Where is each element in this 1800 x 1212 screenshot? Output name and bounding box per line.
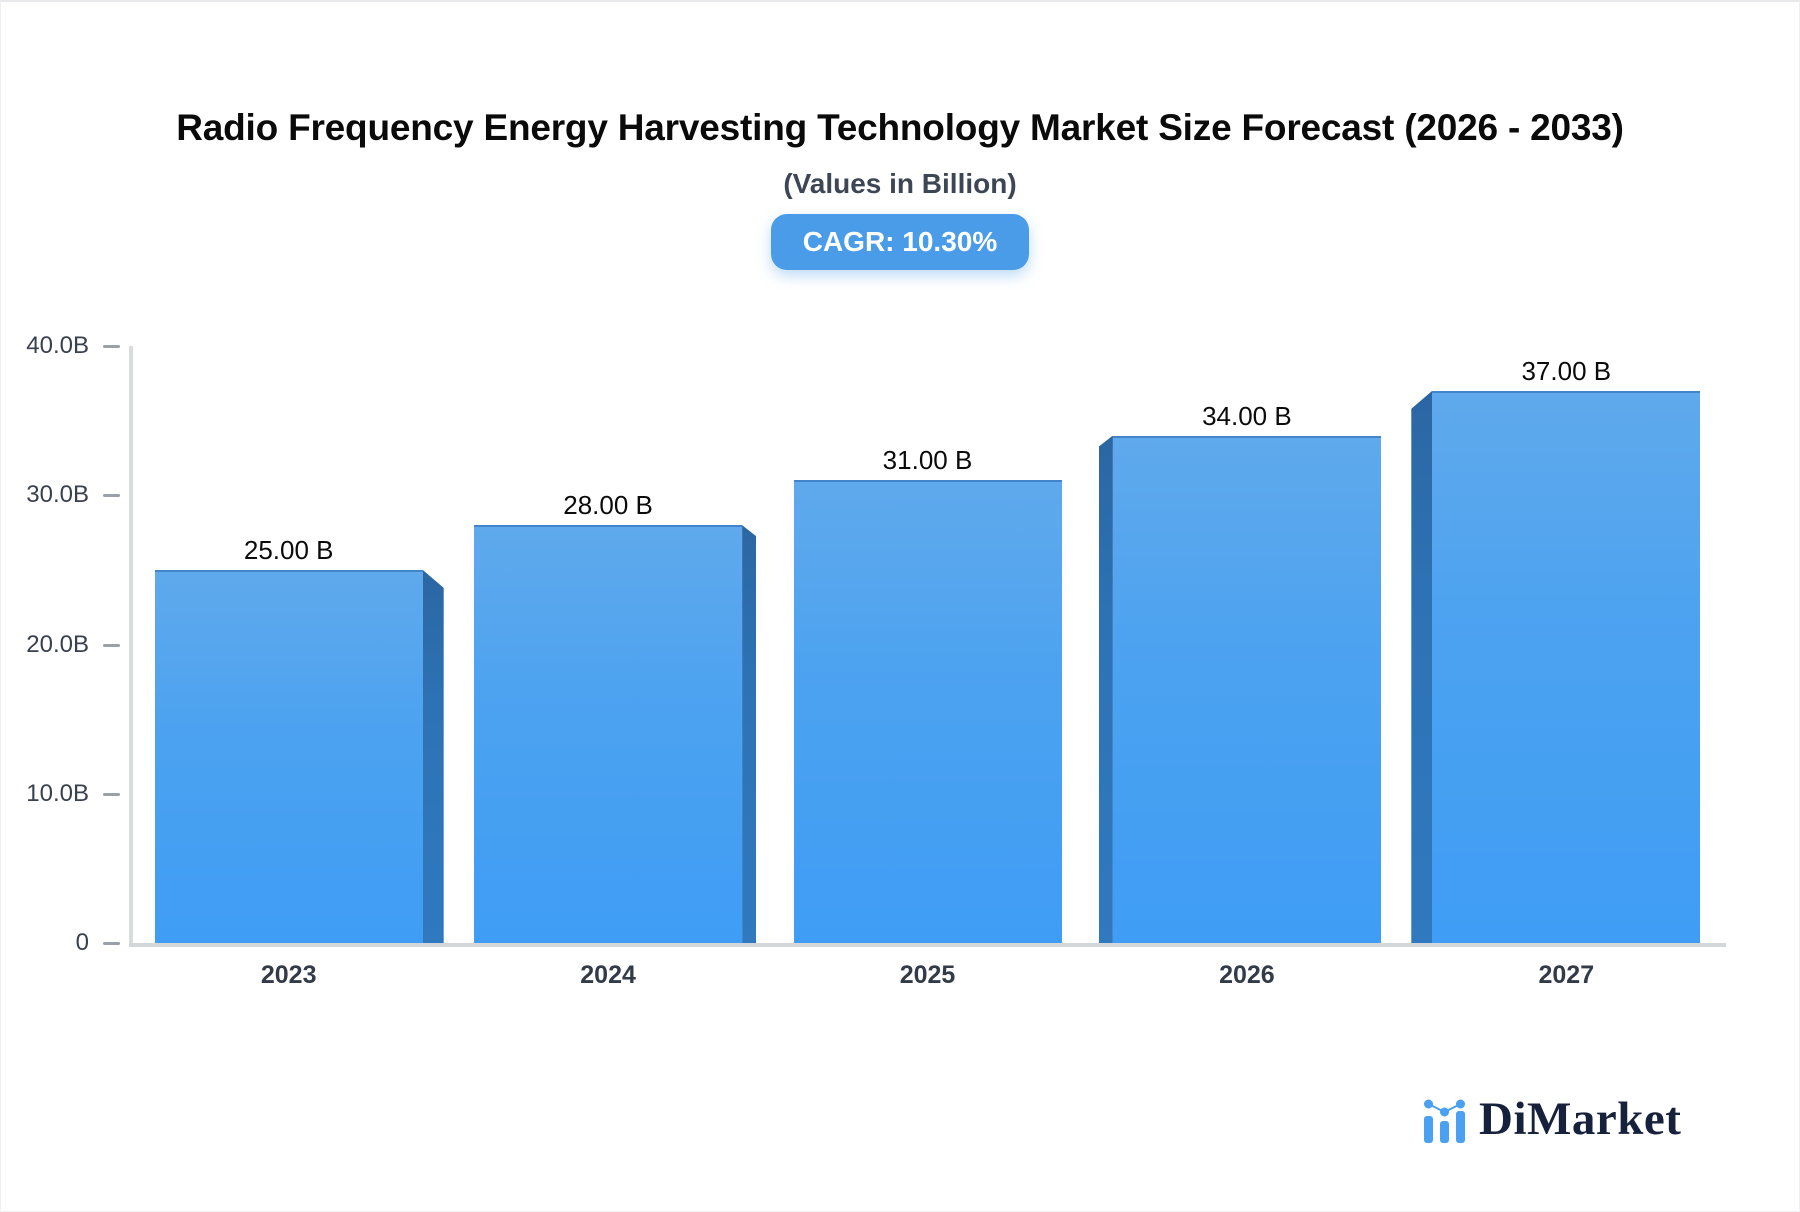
bar xyxy=(1112,435,1381,943)
y-axis-tick-mark xyxy=(103,643,120,647)
bar xyxy=(474,525,743,943)
x-axis-category-label: 2025 xyxy=(899,961,956,989)
bar-value-label: 25.00 B xyxy=(243,534,334,565)
x-axis-category-label: 2024 xyxy=(580,961,636,989)
y-axis-tick-mark xyxy=(103,345,120,348)
mini-bar-chart-icon xyxy=(1424,1099,1465,1143)
chart-title: Radio Frequency Energy Harvesting Techno… xyxy=(176,107,1624,148)
bar-side-face xyxy=(1098,435,1113,943)
x-axis-category-label: 2026 xyxy=(1219,961,1275,989)
chart-header: Radio Frequency Energy Harvesting Techno… xyxy=(1,102,1799,270)
x-axis-category-label: 2023 xyxy=(260,961,317,989)
dimarket-logo: DiMarket xyxy=(1423,1096,1681,1143)
x-axis-category-label: 2027 xyxy=(1538,961,1595,989)
chart-subtitle: (Values in Billion) xyxy=(783,167,1017,199)
y-axis-tick-label: 30.0B xyxy=(26,481,89,509)
bar xyxy=(154,569,423,943)
bar-value-label: 34.00 B xyxy=(1202,400,1292,431)
bar-side-face xyxy=(1411,390,1433,943)
x-axis-baseline xyxy=(129,943,1726,947)
bar-side-face xyxy=(422,569,444,943)
y-axis-tick-label: 0 xyxy=(75,929,89,956)
y-axis-tick-label: 20.0B xyxy=(26,630,89,658)
cagr-badge-row: CAGR: 10.30% xyxy=(1,200,1799,270)
y-axis-line xyxy=(129,346,133,947)
bar-value-label: 37.00 B xyxy=(1521,355,1612,386)
cagr-badge: CAGR: 10.30% xyxy=(770,213,1030,270)
logo-text: DiMarket xyxy=(1479,1093,1682,1145)
bar xyxy=(793,480,1062,943)
y-axis-tick-mark xyxy=(103,494,120,498)
bar-value-label: 28.00 B xyxy=(563,490,653,521)
bar-side-face xyxy=(742,525,757,943)
bar xyxy=(1432,390,1701,943)
y-axis-tick-mark xyxy=(103,942,120,945)
y-axis-tick-label: 40.0B xyxy=(26,332,89,359)
y-axis-tick-mark xyxy=(103,792,120,796)
y-axis-tick-label: 10.0B xyxy=(26,779,89,807)
bar-value-label: 31.00 B xyxy=(882,445,973,476)
